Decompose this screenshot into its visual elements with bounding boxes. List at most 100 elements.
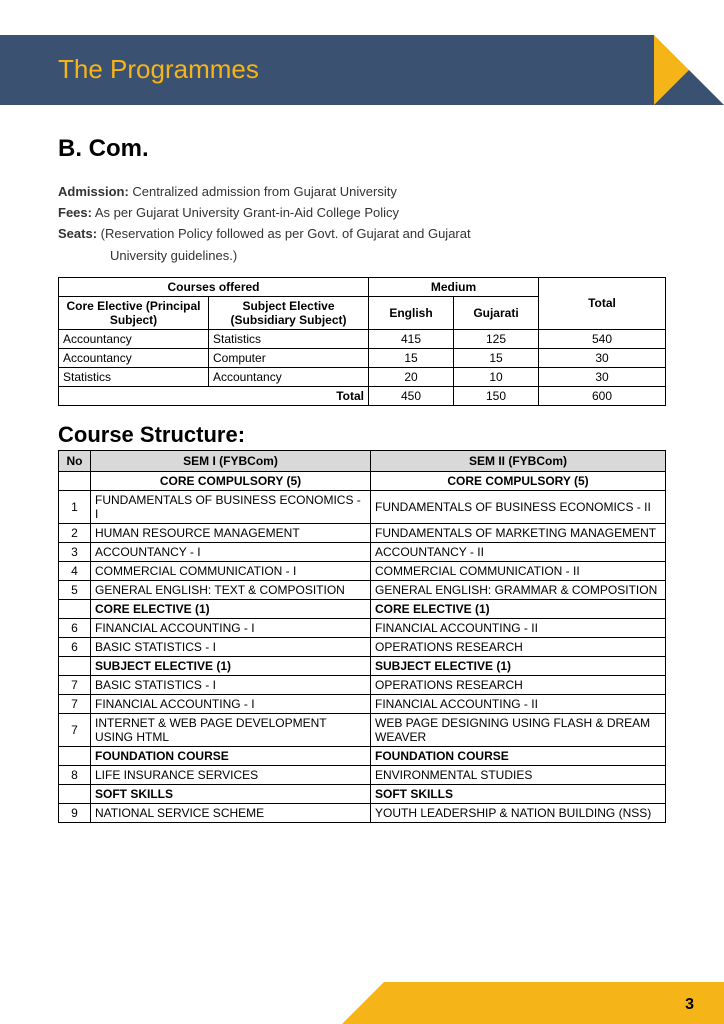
cell-s2: OPERATIONS RESEARCH <box>371 637 666 656</box>
cell-no: 7 <box>59 694 91 713</box>
cell-no: 6 <box>59 618 91 637</box>
cell-core: Accountancy <box>59 348 209 367</box>
table-row: 3ACCOUNTANCY - IACCOUNTANCY - II <box>59 542 666 561</box>
structure-table: No SEM I (FYBCom) SEM II (FYBCom) CORE C… <box>58 450 666 823</box>
th-subj: Subject Elective (Subsidiary Subject) <box>209 296 369 329</box>
cell-guj: 15 <box>454 348 539 367</box>
cell-no <box>59 784 91 803</box>
admission-text: Centralized admission from Gujarat Unive… <box>129 184 397 199</box>
cell-s2: WEB PAGE DESIGNING USING FLASH & DREAM W… <box>371 713 666 746</box>
cell-s1: GENERAL ENGLISH: TEXT & COMPOSITION <box>91 580 371 599</box>
table-row: CORE ELECTIVE (1)CORE ELECTIVE (1) <box>59 599 666 618</box>
cell-s1: NATIONAL SERVICE SCHEME <box>91 803 371 822</box>
table-row: FOUNDATION COURSEFOUNDATION COURSE <box>59 746 666 765</box>
cell-core: Statistics <box>59 367 209 386</box>
cell-no: 3 <box>59 542 91 561</box>
cell-no: 4 <box>59 561 91 580</box>
total-guj: 150 <box>454 386 539 405</box>
cell-tot: 30 <box>539 348 666 367</box>
table-row: SOFT SKILLSSOFT SKILLS <box>59 784 666 803</box>
fees-label: Fees: <box>58 205 92 220</box>
cell-s1: SUBJECT ELECTIVE (1) <box>91 656 371 675</box>
cell-no: 1 <box>59 490 91 523</box>
table-row: StatisticsAccountancy201030 <box>59 367 666 386</box>
cell-s2: CORE COMPULSORY (5) <box>371 471 666 490</box>
table-row: 4COMMERCIAL COMMUNICATION - ICOMMERCIAL … <box>59 561 666 580</box>
seats-text: (Reservation Policy followed as per Govt… <box>97 226 471 241</box>
cell-s2: YOUTH LEADERSHIP & NATION BUILDING (NSS) <box>371 803 666 822</box>
page-title: The Programmes <box>58 54 259 85</box>
cell-guj: 125 <box>454 329 539 348</box>
table-row: CORE COMPULSORY (5)CORE COMPULSORY (5) <box>59 471 666 490</box>
th-guj: Gujarati <box>454 296 539 329</box>
table-row: 1FUNDAMENTALS OF BUSINESS ECONOMICS - IF… <box>59 490 666 523</box>
cell-no: 8 <box>59 765 91 784</box>
cell-s1: CORE COMPULSORY (5) <box>91 471 371 490</box>
structure-title: Course Structure: <box>58 422 666 448</box>
cell-s1: ACCOUNTANCY - I <box>91 542 371 561</box>
table-row: 6FINANCIAL ACCOUNTING - IFINANCIAL ACCOU… <box>59 618 666 637</box>
total-tot: 600 <box>539 386 666 405</box>
cell-no: 5 <box>59 580 91 599</box>
seats-line: Seats: (Reservation Policy followed as p… <box>58 225 666 243</box>
cell-no <box>59 599 91 618</box>
table-row: AccountancyStatistics415125540 <box>59 329 666 348</box>
cell-eng: 20 <box>369 367 454 386</box>
cell-tot: 540 <box>539 329 666 348</box>
cell-subj: Statistics <box>209 329 369 348</box>
table-row: SUBJECT ELECTIVE (1)SUBJECT ELECTIVE (1) <box>59 656 666 675</box>
cell-subj: Computer <box>209 348 369 367</box>
cell-s1: HUMAN RESOURCE MANAGEMENT <box>91 523 371 542</box>
cell-s1: BASIC STATISTICS - I <box>91 675 371 694</box>
cell-s2: FINANCIAL ACCOUNTING - II <box>371 618 666 637</box>
cell-s1: CORE ELECTIVE (1) <box>91 599 371 618</box>
cell-s2: ENVIRONMENTAL STUDIES <box>371 765 666 784</box>
fees-line: Fees: As per Gujarat University Grant-in… <box>58 204 666 222</box>
cell-eng: 15 <box>369 348 454 367</box>
cell-s1: FINANCIAL ACCOUNTING - I <box>91 618 371 637</box>
cell-s1: FOUNDATION COURSE <box>91 746 371 765</box>
header-white-triangle <box>654 35 724 105</box>
cell-no <box>59 746 91 765</box>
table-row: 8LIFE INSURANCE SERVICESENVIRONMENTAL ST… <box>59 765 666 784</box>
table-row: 2HUMAN RESOURCE MANAGEMENTFUNDAMENTALS O… <box>59 523 666 542</box>
total-label: Total <box>59 386 369 405</box>
cell-s2: FOUNDATION COURSE <box>371 746 666 765</box>
table-row: 5GENERAL ENGLISH: TEXT & COMPOSITIONGENE… <box>59 580 666 599</box>
admission-line: Admission: Centralized admission from Gu… <box>58 183 666 201</box>
th-total: Total <box>539 277 666 329</box>
cell-subj: Accountancy <box>209 367 369 386</box>
cell-core: Accountancy <box>59 329 209 348</box>
cell-s1: FINANCIAL ACCOUNTING - I <box>91 694 371 713</box>
cell-no: 2 <box>59 523 91 542</box>
cell-s2: COMMERCIAL COMMUNICATION - II <box>371 561 666 580</box>
cell-s1: INTERNET & WEB PAGE DEVELOPMENT USING HT… <box>91 713 371 746</box>
cell-no: 7 <box>59 713 91 746</box>
fees-text: As per Gujarat University Grant-in-Aid C… <box>92 205 399 220</box>
th-eng: English <box>369 296 454 329</box>
seats-table: Courses offered Medium Total Core Electi… <box>58 277 666 406</box>
cell-no: 9 <box>59 803 91 822</box>
cell-s2: FUNDAMENTALS OF BUSINESS ECONOMICS - II <box>371 490 666 523</box>
cell-s2: OPERATIONS RESEARCH <box>371 675 666 694</box>
cell-s2: SUBJECT ELECTIVE (1) <box>371 656 666 675</box>
th-sem1: SEM I (FYBCom) <box>91 450 371 471</box>
cell-no: 7 <box>59 675 91 694</box>
table-row: 7INTERNET & WEB PAGE DEVELOPMENT USING H… <box>59 713 666 746</box>
admission-label: Admission: <box>58 184 129 199</box>
cell-s2: SOFT SKILLS <box>371 784 666 803</box>
cell-guj: 10 <box>454 367 539 386</box>
footer-shape <box>384 982 724 1024</box>
th-courses: Courses offered <box>59 277 369 296</box>
th-sem2: SEM II (FYBCom) <box>371 450 666 471</box>
cell-s1: SOFT SKILLS <box>91 784 371 803</box>
th-no: No <box>59 450 91 471</box>
cell-s2: FINANCIAL ACCOUNTING - II <box>371 694 666 713</box>
cell-s1: FUNDAMENTALS OF BUSINESS ECONOMICS - I <box>91 490 371 523</box>
section-title: B. Com. <box>58 135 666 163</box>
cell-s1: LIFE INSURANCE SERVICES <box>91 765 371 784</box>
seats-line-2: University guidelines.) <box>58 247 666 265</box>
th-core: Core Elective (Principal Subject) <box>59 296 209 329</box>
cell-tot: 30 <box>539 367 666 386</box>
table-row: AccountancyComputer151530 <box>59 348 666 367</box>
